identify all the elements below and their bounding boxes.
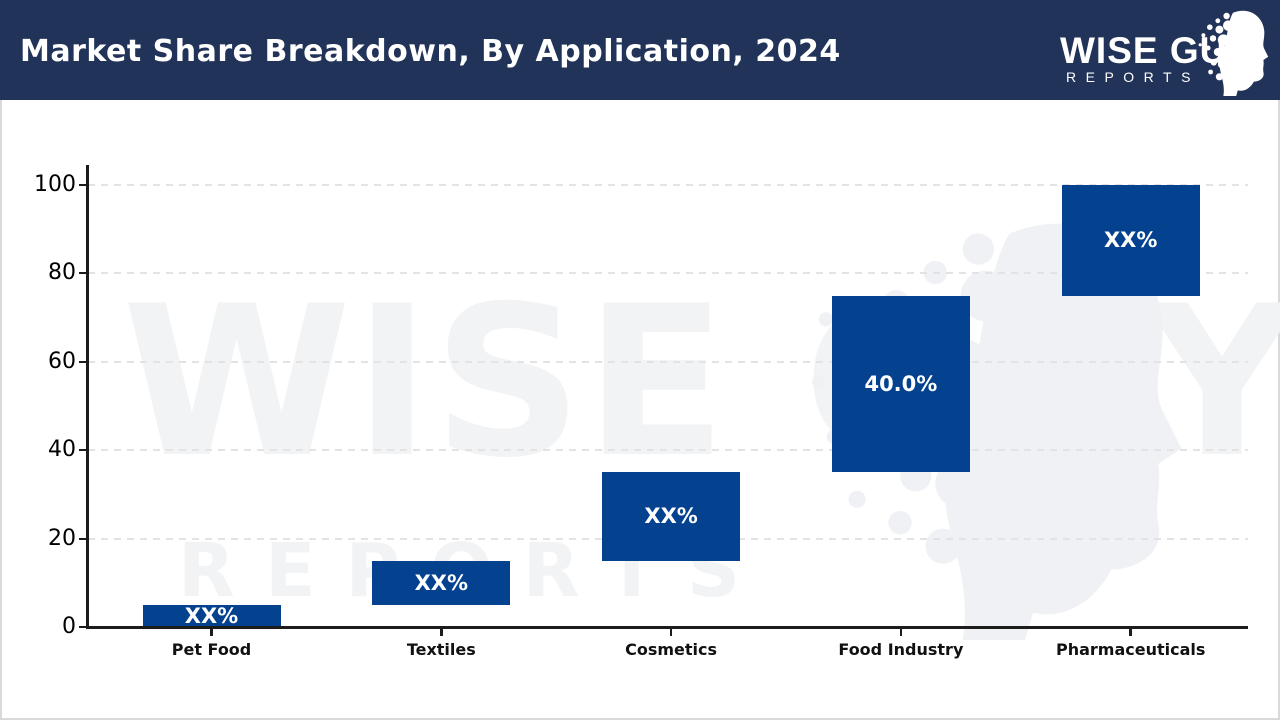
category-label-3: Food Industry	[838, 640, 964, 659]
wiseguy-head-icon	[1198, 10, 1269, 96]
wiseguy-logo: WISE GUY REPORTS	[1030, 6, 1270, 96]
bar-food-industry: 40.0%	[831, 295, 970, 473]
y-tick-60	[79, 360, 88, 363]
y-tick-80	[79, 272, 88, 275]
bar-value-label: XX%	[644, 504, 698, 529]
y-tick-20	[79, 537, 88, 540]
y-tick-label-80: 80	[48, 260, 76, 286]
gridline-60	[88, 360, 1248, 363]
page-title: Market Share Breakdown, By Application, …	[20, 34, 841, 69]
x-tick-0	[210, 627, 213, 636]
x-axis-line	[86, 625, 1248, 629]
gridline-100	[88, 184, 1248, 186]
bar-value-label: XX%	[184, 603, 239, 628]
y-tick-label-0: 0	[62, 614, 76, 639]
bar-value-label: XX%	[1103, 228, 1158, 253]
bar-pharmaceuticals: XX%	[1061, 185, 1200, 296]
y-tick-label-40: 40	[48, 437, 76, 463]
bar-value-label: XX%	[414, 570, 469, 595]
bar-value-label: 40.0%	[864, 371, 938, 396]
y-tick-0	[79, 626, 88, 628]
bar-textiles: XX%	[372, 560, 511, 605]
category-label-2: Cosmetics	[625, 640, 718, 659]
category-label-4: Pharmaceuticals	[1055, 640, 1206, 659]
x-tick-2	[669, 627, 673, 636]
bar-pet-food: XX%	[142, 603, 281, 628]
x-tick-3	[899, 627, 903, 636]
y-axis-line	[86, 165, 89, 629]
x-tick-4	[1129, 627, 1132, 636]
y-tick-100	[79, 184, 88, 186]
category-label-1: Textiles	[406, 640, 476, 659]
bar-cosmetics: XX%	[602, 472, 741, 561]
y-tick-label-100: 100	[34, 172, 76, 197]
x-tick-1	[440, 627, 443, 636]
gridline-40	[88, 449, 1248, 452]
header-bar: Market Share Breakdown, By Application, …	[0, 0, 1280, 100]
category-label-0: Pet Food	[171, 640, 252, 659]
logo-subtitle: REPORTS	[1066, 69, 1200, 85]
y-tick-40	[79, 449, 88, 452]
y-tick-label-20: 20	[48, 525, 76, 551]
gridline-80	[88, 272, 1248, 275]
y-tick-label-60: 60	[48, 348, 76, 374]
watermark-head-icon	[812, 223, 1182, 640]
